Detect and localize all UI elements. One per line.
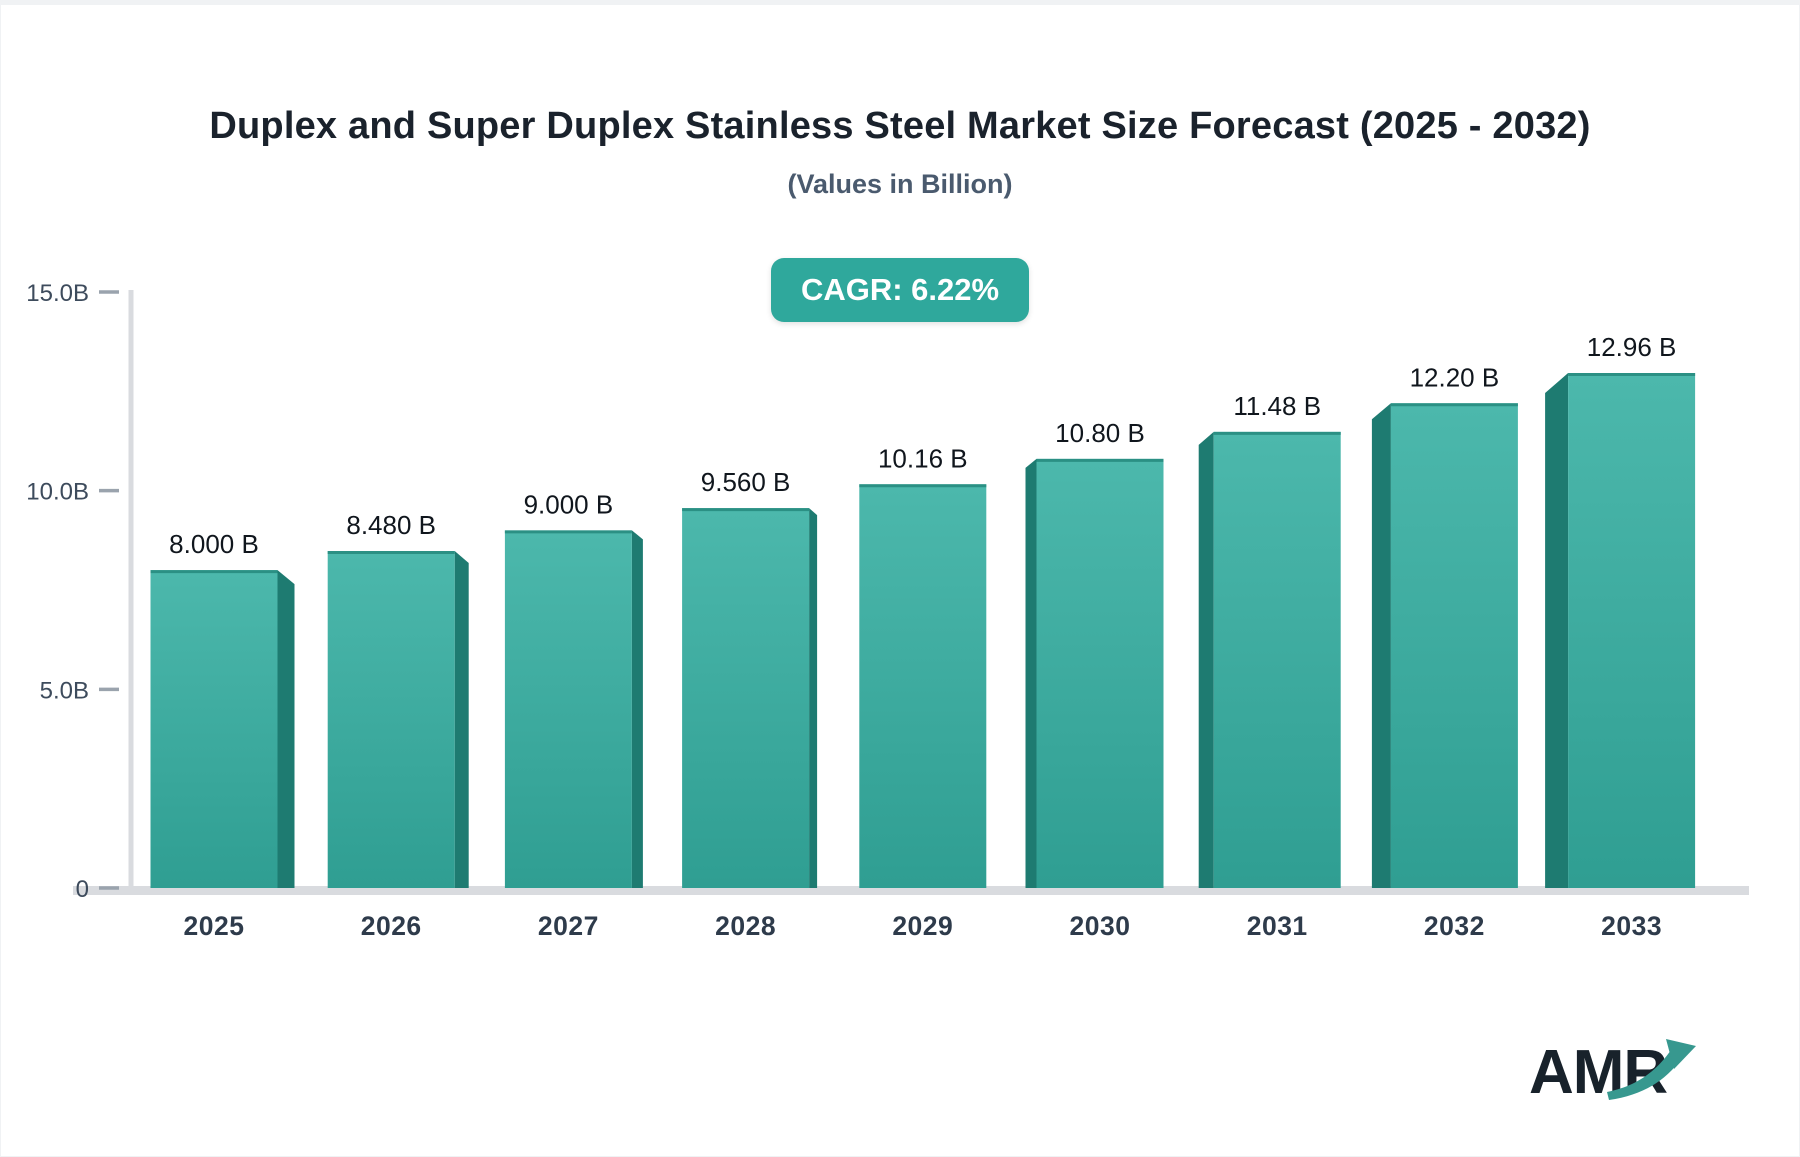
y-axis-tick-label: 10.0B bbox=[26, 479, 89, 506]
amr-logo-arrowhead-icon bbox=[1666, 1039, 1696, 1069]
bar-side-face bbox=[1025, 458, 1037, 888]
bar-value-label: 10.80 B bbox=[1055, 418, 1145, 448]
chart-bars bbox=[150, 373, 1696, 888]
bar-value-label: 9.560 B bbox=[701, 467, 791, 497]
bar-side-face bbox=[277, 570, 295, 888]
y-axis-tick-label: 0 bbox=[76, 876, 89, 903]
bar-value-label: 8.480 B bbox=[346, 510, 436, 540]
bar-2029 bbox=[859, 484, 987, 888]
amr-logo: AMR bbox=[1529, 1038, 1696, 1107]
bar-2031 bbox=[1198, 431, 1341, 888]
bar-value-label: 8.000 B bbox=[169, 529, 259, 559]
bar-2027 bbox=[504, 530, 643, 888]
bar-chart: 0 5.0B 10.0B 15.0B 8.000 B 2025 8.480 B 2026 9.… bbox=[26, 280, 1749, 941]
bar-value-label: 10.16 B bbox=[878, 443, 968, 473]
chart-title: Duplex and Super Duplex Stainless Steel … bbox=[209, 105, 1591, 147]
bar-value-label: 12.20 B bbox=[1410, 362, 1500, 392]
chart-axes: 0 5.0B 10.0B 15.0B bbox=[26, 280, 1749, 903]
cagr-badge: CAGR: 6.22% bbox=[770, 258, 1030, 322]
bar-front-face bbox=[150, 570, 278, 888]
y-axis-tick-label: 5.0B bbox=[40, 677, 89, 704]
bar-side-face bbox=[1545, 373, 1569, 888]
x-axis-label: 2032 bbox=[1424, 911, 1485, 941]
bar-front-face bbox=[1390, 403, 1518, 888]
y-axis-line bbox=[128, 290, 134, 892]
amr-logo-text: AMR bbox=[1529, 1038, 1667, 1107]
cagr-badge-container: CAGR: 6.22% bbox=[1, 258, 1799, 322]
bar-front-face bbox=[1036, 458, 1164, 888]
bar-front-face bbox=[1568, 373, 1696, 888]
x-axis-label: 2028 bbox=[715, 911, 776, 941]
bar-side-face bbox=[1198, 431, 1214, 888]
bar-2033 bbox=[1545, 373, 1696, 888]
x-axis-label: 2025 bbox=[184, 911, 245, 941]
bar-value-label: 9.000 B bbox=[524, 489, 614, 519]
x-axis-label: 2030 bbox=[1070, 911, 1131, 941]
bar-front-face bbox=[504, 530, 632, 888]
bar-front-face bbox=[859, 484, 987, 888]
bar-2028 bbox=[682, 508, 818, 888]
bar-2026 bbox=[327, 551, 469, 888]
x-axis-label: 2033 bbox=[1601, 911, 1662, 941]
x-axis-label: 2029 bbox=[892, 911, 953, 941]
bar-side-face bbox=[631, 530, 643, 888]
bar-2032 bbox=[1371, 403, 1518, 888]
x-axis-label: 2031 bbox=[1247, 911, 1308, 941]
bar-2030 bbox=[1025, 458, 1164, 888]
bar-front-face bbox=[682, 508, 810, 888]
chart-subtitle: (Values in Billion) bbox=[787, 169, 1013, 199]
y-axis-tick-label: 15.0B bbox=[26, 280, 89, 307]
bar-side-face bbox=[454, 551, 469, 888]
amr-logo-arrow-swoosh-icon bbox=[1607, 1050, 1682, 1100]
bar-value-label: 12.96 B bbox=[1587, 332, 1677, 362]
x-axis-baseline bbox=[73, 886, 1749, 895]
x-axis-label: 2027 bbox=[538, 911, 599, 941]
bar-2025 bbox=[150, 570, 295, 888]
bar-front-face bbox=[1213, 431, 1341, 888]
x-axis-label: 2026 bbox=[361, 911, 422, 941]
bar-front-face bbox=[327, 551, 455, 888]
chart-labels: 8.000 B 2025 8.480 B 2026 9.000 B 2027 9.560 B… bbox=[169, 332, 1676, 941]
bar-side-face bbox=[809, 508, 818, 888]
bar-value-label: 11.48 B bbox=[1233, 391, 1321, 421]
bar-side-face bbox=[1371, 403, 1391, 888]
